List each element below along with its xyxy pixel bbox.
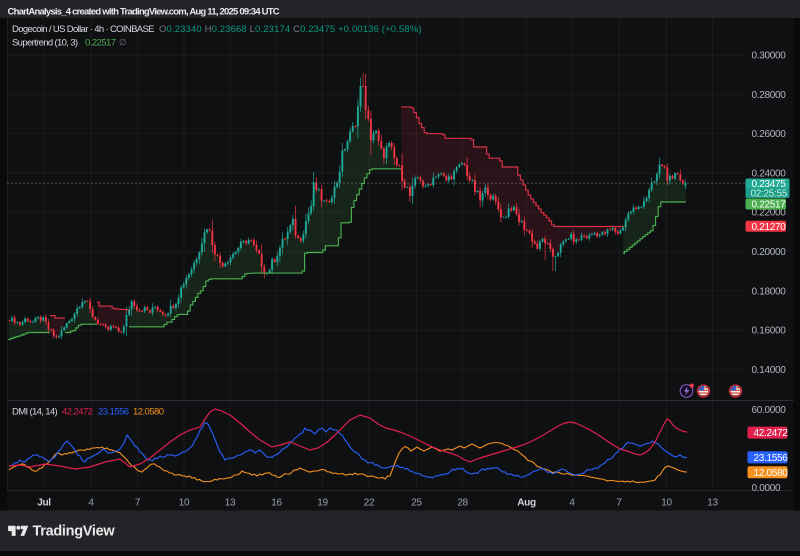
svg-text:ChartAnalysis_4 created with T: ChartAnalysis_4 created with TradingView… xyxy=(8,7,280,18)
svg-text:0.22000: 0.22000 xyxy=(752,208,787,219)
svg-text:16: 16 xyxy=(271,498,282,509)
svg-text:12.0580: 12.0580 xyxy=(133,407,164,418)
svg-text:23.1556: 23.1556 xyxy=(754,453,789,464)
svg-text:13: 13 xyxy=(225,498,236,509)
svg-text:10: 10 xyxy=(661,498,672,509)
svg-text:25: 25 xyxy=(411,498,422,509)
svg-text:0.24000: 0.24000 xyxy=(752,168,787,179)
svg-text:4: 4 xyxy=(88,498,94,509)
svg-text:28: 28 xyxy=(457,498,468,509)
svg-text:Dogecoin / US Dollar · 4h · CO: Dogecoin / US Dollar · 4h · COINBASE xyxy=(12,24,154,35)
svg-text:0.22517: 0.22517 xyxy=(752,200,787,211)
svg-text:02:25:55: 02:25:55 xyxy=(751,189,788,200)
svg-text:23.1556: 23.1556 xyxy=(98,407,129,418)
svg-text:0.20000: 0.20000 xyxy=(752,247,787,258)
svg-text:0.18000: 0.18000 xyxy=(752,286,787,297)
svg-text:Jul: Jul xyxy=(37,498,51,509)
svg-text:13: 13 xyxy=(707,498,718,509)
svg-text:4: 4 xyxy=(569,498,575,509)
svg-text:0.14000: 0.14000 xyxy=(752,365,787,376)
svg-text:DMI (14, 14): DMI (14, 14) xyxy=(12,407,57,418)
svg-text:Supertrend (10, 3): Supertrend (10, 3) xyxy=(12,38,78,49)
svg-text:12.0580: 12.0580 xyxy=(754,468,789,479)
svg-text:19: 19 xyxy=(317,498,328,509)
svg-text:∅: ∅ xyxy=(119,37,127,47)
svg-text:42.2472: 42.2472 xyxy=(62,407,93,418)
svg-text:0.16000: 0.16000 xyxy=(752,326,787,337)
svg-text:0.23475: 0.23475 xyxy=(752,179,787,190)
svg-text:22: 22 xyxy=(364,498,375,509)
svg-text:0.30000: 0.30000 xyxy=(752,51,787,62)
svg-text:0.0000: 0.0000 xyxy=(752,483,782,494)
svg-text:0.22517: 0.22517 xyxy=(85,38,116,49)
svg-text:0.28000: 0.28000 xyxy=(752,90,787,101)
svg-text:0.21270: 0.21270 xyxy=(752,222,787,233)
svg-text:TradingView: TradingView xyxy=(33,524,116,540)
svg-text:7: 7 xyxy=(135,498,141,509)
svg-text:0.26000: 0.26000 xyxy=(752,129,787,140)
svg-text:60.0000: 60.0000 xyxy=(752,405,787,416)
svg-text:10: 10 xyxy=(179,498,190,509)
svg-text:O0.23340 H0.23668 L0.23174 C0.: O0.23340 H0.23668 L0.23174 C0.23475 +0.0… xyxy=(159,24,422,35)
svg-text:42.2472: 42.2472 xyxy=(754,428,789,439)
svg-text:Aug: Aug xyxy=(517,498,536,509)
svg-text:7: 7 xyxy=(616,498,622,509)
